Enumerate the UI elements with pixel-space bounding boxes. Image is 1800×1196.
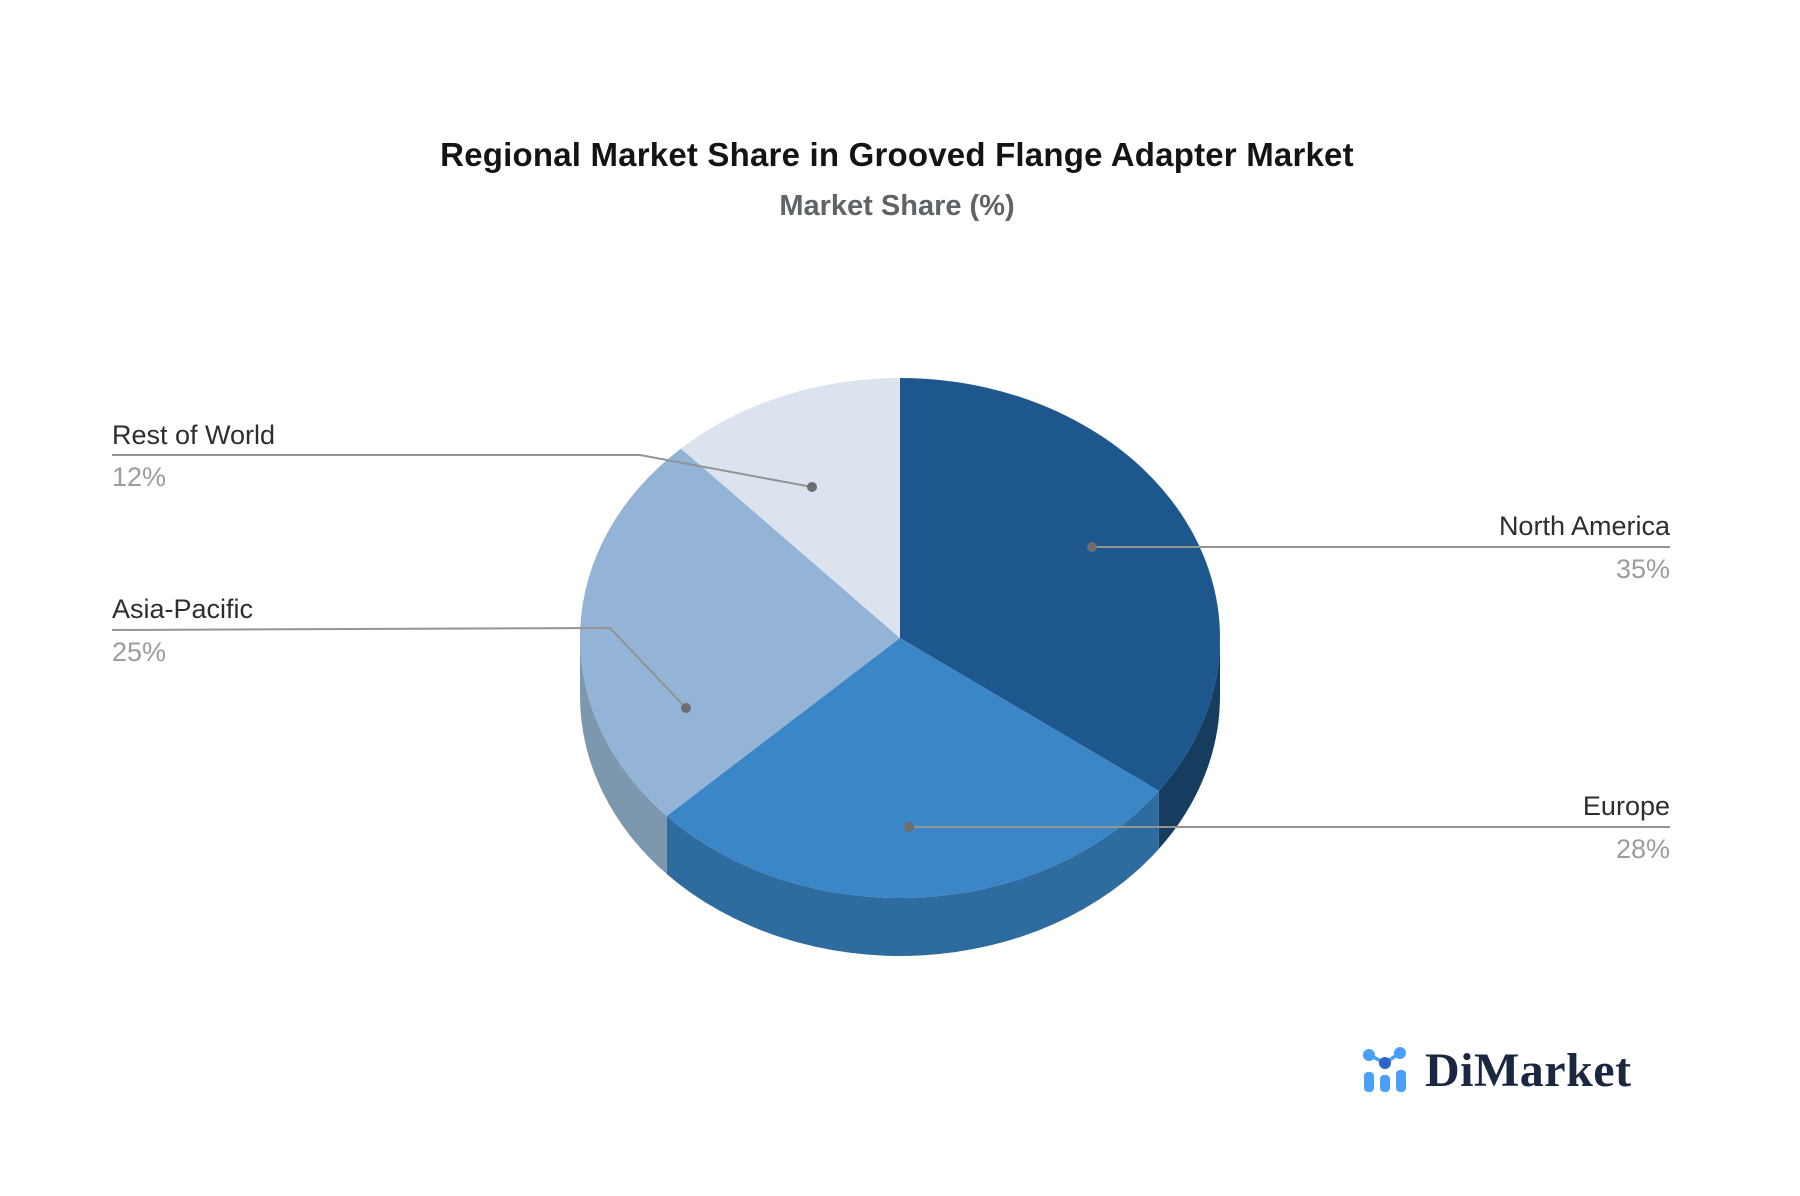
leader-dots-group — [681, 482, 1097, 832]
leader-lines-group — [111, 454, 1670, 828]
slice-label-north-america: North America — [1498, 511, 1670, 541]
slice-pct-north-america: 35% — [1615, 554, 1670, 584]
slice-label-asia-pacific: Asia-Pacific — [112, 594, 254, 624]
pie-slice-north-america[interactable] — [900, 378, 1220, 791]
slice-pct-rest-of-world: 12% — [112, 462, 167, 492]
leader-dot-asia-pacific — [681, 703, 691, 713]
slice-label-rest-of-world: Rest of World — [112, 420, 276, 450]
slice-pct-asia-pacific: 25% — [112, 637, 167, 667]
pie-slice-side-north-america[interactable] — [1158, 638, 1220, 849]
leader-line-asia-pacific — [111, 626, 687, 709]
pie-slice-side-europe[interactable] — [666, 790, 1159, 957]
pie-slices-group — [580, 378, 1220, 957]
pie-slice-europe[interactable] — [666, 638, 1159, 899]
logo-text: DiMarket — [1425, 1044, 1632, 1097]
bar-chart-icon — [1363, 1047, 1406, 1092]
leader-dot-rest-of-world — [807, 482, 817, 492]
dimarket-logo: DiMarket — [1360, 1038, 1632, 1096]
chart-title: Regional Market Share in Grooved Flange … — [440, 136, 1354, 173]
pie-slice-rest-of-world[interactable] — [680, 378, 900, 638]
pie-slice-asia-pacific[interactable] — [580, 448, 900, 816]
slice-label-europe: Europe — [1582, 791, 1670, 821]
slice-pct-europe: 28% — [1615, 834, 1670, 864]
leader-line-rest-of-world — [112, 454, 813, 488]
pie-slice-side-asia-pacific[interactable] — [580, 638, 667, 874]
chart-subtitle: Market Share (%) — [779, 190, 1015, 222]
leader-dot-europe — [904, 822, 914, 832]
leader-dot-north-america — [1087, 542, 1097, 552]
